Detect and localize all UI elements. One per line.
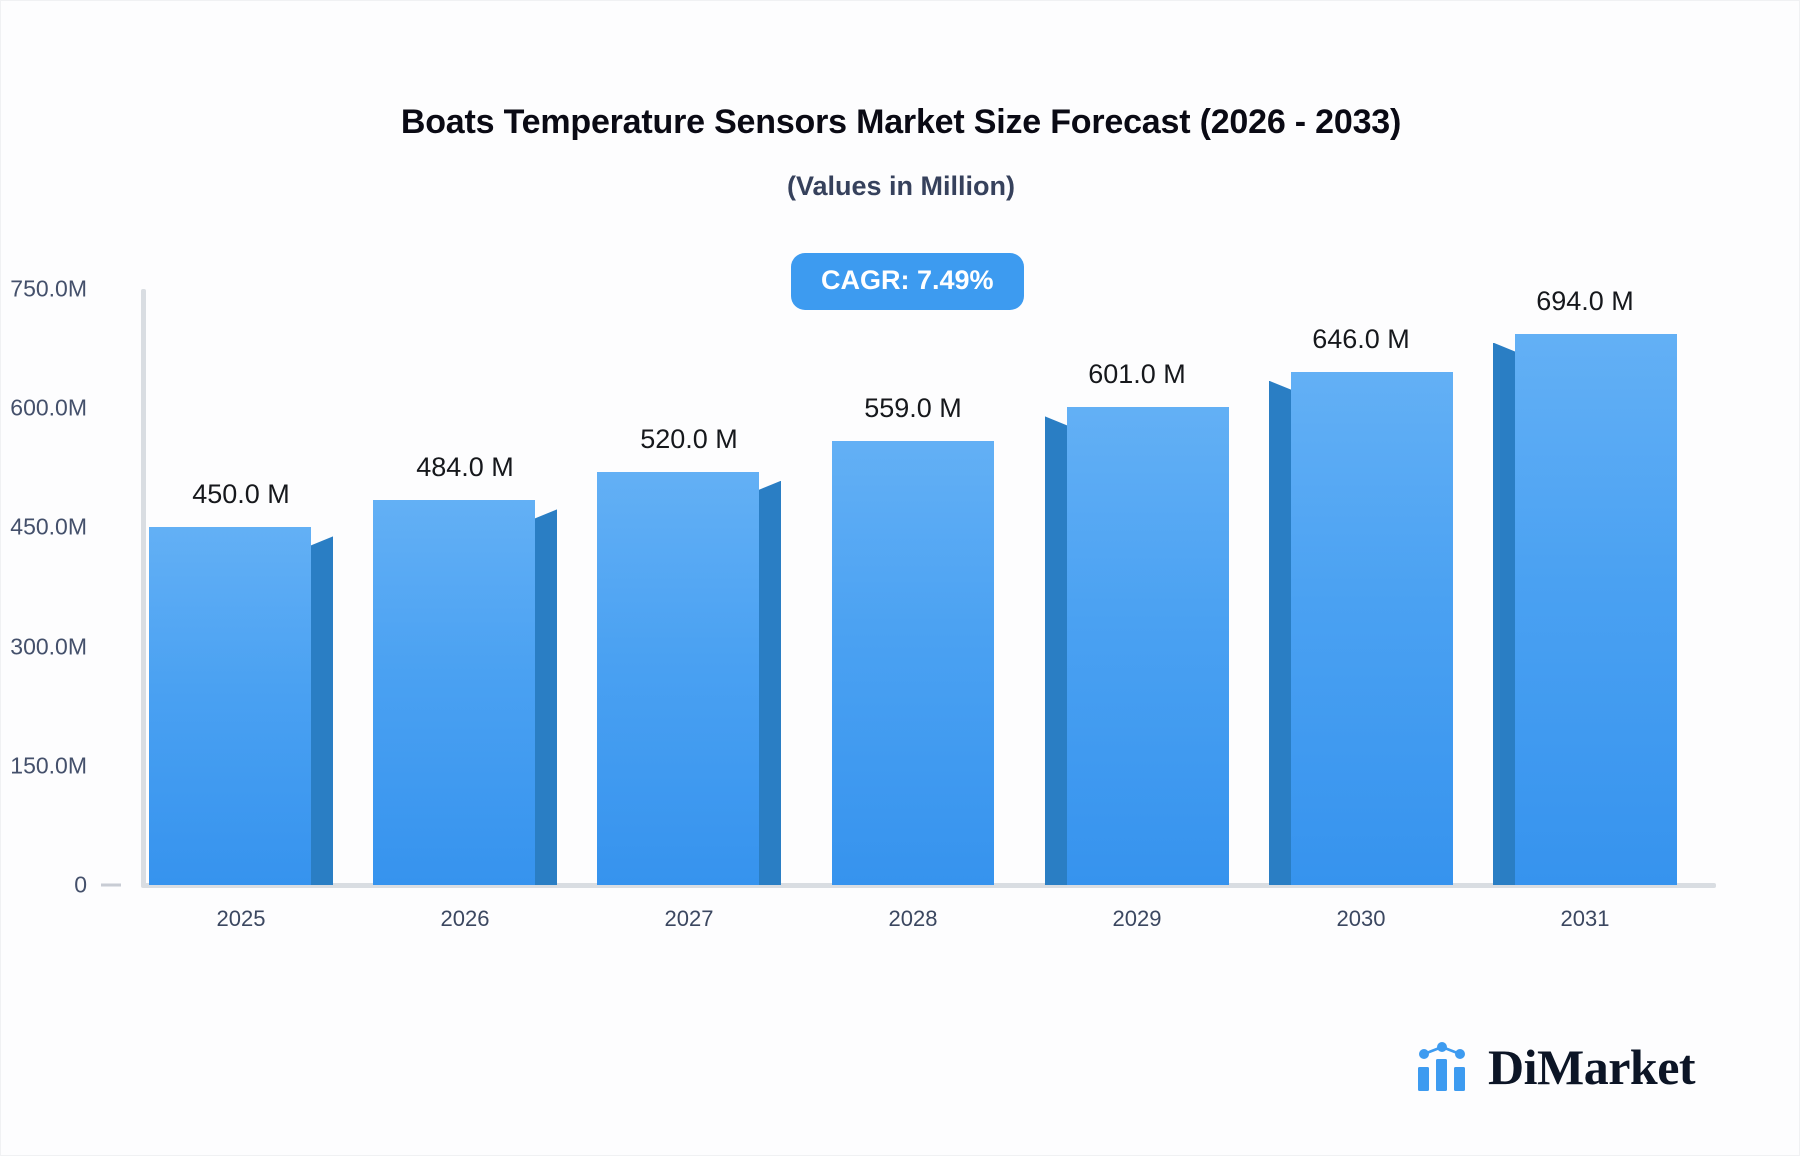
bar-chart-logo-icon (1418, 1042, 1465, 1091)
bar-value-label: 646.0 M (1312, 323, 1410, 354)
x-axis-tick-label: 2026 (440, 906, 490, 931)
x-axis-line (141, 883, 1716, 888)
bar-column[interactable] (1045, 391, 1229, 885)
page-title: Boats Temperature Sensors Market Size Fo… (400, 103, 1402, 141)
bar-face (1515, 333, 1677, 885)
y-axis-tick-label: 600.0M (10, 394, 87, 421)
bar-column[interactable] (1269, 356, 1453, 885)
y-axis-tick-label: 750.0M (10, 275, 87, 302)
y-axis-tick-label: 150.0M (10, 752, 87, 779)
x-axis-tick-label: 2025 (216, 906, 266, 931)
x-axis-tick-label: 2027 (664, 906, 714, 931)
cagr-badge: CAGR: 7.49% (791, 253, 1024, 310)
bar-3d-side (1045, 416, 1067, 885)
bar-face (1291, 371, 1453, 885)
y-axis-tick-mark (101, 883, 121, 887)
bar-column[interactable] (597, 456, 781, 885)
bar-face (832, 440, 994, 885)
x-axis-tick-label: 2030 (1336, 906, 1386, 931)
bar-value-label: 484.0 M (416, 452, 514, 483)
bar-value-label: 601.0 M (1088, 359, 1186, 390)
y-axis-tick-label: 0 (74, 871, 87, 898)
bar-value-label: 450.0 M (192, 479, 290, 510)
bar-3d-side (759, 480, 781, 885)
bar-face (149, 527, 311, 885)
x-axis-tick-label: 2028 (888, 906, 938, 931)
x-axis-tick-label: 2031 (1560, 906, 1610, 931)
y-axis-line (141, 289, 146, 886)
bar-face (597, 471, 759, 885)
bar-3d-side (535, 509, 557, 885)
y-axis-tick-label: 450.0M (10, 513, 87, 540)
bar-value-label: 559.0 M (864, 392, 962, 423)
bar-3d-side (1493, 342, 1515, 885)
bar-value-label: 694.0 M (1536, 285, 1634, 316)
brand-name: DiMarket (1488, 1039, 1696, 1095)
bar-3d-side (1269, 380, 1291, 885)
y-axis-tick-label: 300.0M (10, 633, 87, 660)
bar-face (373, 500, 535, 885)
x-axis-tick-label: 2029 (1112, 906, 1162, 931)
chart-subtitle: (Values in Million) (786, 171, 1016, 201)
bar-column[interactable] (373, 484, 557, 885)
bar-column[interactable] (1493, 318, 1677, 885)
bar-face (1067, 407, 1229, 885)
bar-3d-side (311, 536, 333, 885)
brand-logo: DiMarket (1416, 1039, 1696, 1095)
bar-value-label: 520.0 M (640, 423, 738, 454)
bar-column[interactable] (149, 511, 333, 885)
bar-column[interactable] (821, 425, 1005, 885)
